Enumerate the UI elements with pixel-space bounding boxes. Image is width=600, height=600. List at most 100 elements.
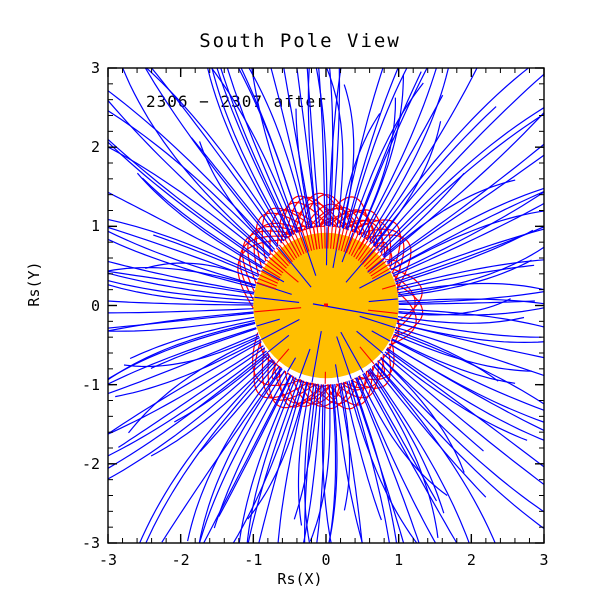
on-disk-segment <box>370 264 389 277</box>
open-field-line <box>383 353 544 486</box>
open-field-line <box>383 111 544 259</box>
on-disk-segment <box>260 319 300 341</box>
closed-loop <box>357 228 405 282</box>
open-field-line <box>248 68 308 230</box>
on-disk-segment <box>275 247 291 265</box>
open-field-line <box>328 68 342 227</box>
open-field-line <box>387 154 544 265</box>
open-field-line <box>199 141 274 252</box>
on-disk-segment <box>264 263 282 276</box>
open-field-line <box>397 264 535 291</box>
open-field-line <box>361 68 438 238</box>
on-disk-segment <box>330 226 333 249</box>
on-disk-segment <box>348 234 359 255</box>
closed-loop <box>293 192 350 235</box>
open-field-line <box>198 368 283 543</box>
open-field-line <box>309 384 331 542</box>
x-tick-label: -2 <box>171 551 190 569</box>
open-field-line <box>348 380 390 543</box>
open-field-line <box>108 267 256 287</box>
open-field-line <box>398 259 532 298</box>
on-disk-segment <box>277 246 312 288</box>
closed-loop <box>271 363 286 380</box>
open-field-line <box>341 68 384 229</box>
open-field-line <box>108 230 256 286</box>
open-field-line <box>108 284 254 304</box>
open-field-line <box>153 234 259 278</box>
y-tick-label: -1 <box>81 375 100 394</box>
open-field-line <box>108 90 276 250</box>
on-disk-segment <box>284 239 298 259</box>
on-disk-segment <box>343 230 352 253</box>
closed-loop <box>298 378 347 407</box>
on-disk-segment <box>258 274 279 284</box>
on-disk-segment <box>365 254 383 270</box>
open-field-line <box>326 68 344 228</box>
open-field-line <box>398 298 544 305</box>
open-field-line <box>283 68 313 228</box>
on-disk-segment <box>291 235 302 256</box>
on-disk-segment <box>340 331 364 373</box>
on-disk-segment <box>335 227 341 250</box>
open-field-line <box>108 350 267 457</box>
open-field-line <box>334 384 363 543</box>
closed-loop <box>319 221 337 228</box>
on-disk-segment <box>350 236 362 256</box>
open-field-line <box>398 298 511 316</box>
open-field-line <box>398 308 544 328</box>
open-field-line <box>358 74 404 236</box>
x-tick-label: 3 <box>539 551 549 569</box>
open-field-line <box>226 68 295 235</box>
open-field-line <box>338 383 363 543</box>
x-tick-label: -1 <box>244 551 263 569</box>
x-tick-label: -3 <box>98 551 118 569</box>
on-disk-segment <box>369 260 387 275</box>
closed-loop <box>343 354 384 389</box>
open-field-line <box>108 352 269 470</box>
on-disk-segment <box>367 257 385 272</box>
on-disk-segment <box>256 281 277 290</box>
on-disk-segment <box>359 346 375 365</box>
on-disk-segment <box>355 240 369 260</box>
open-field-line <box>198 370 286 543</box>
open-field-line <box>363 94 444 239</box>
on-disk-segment <box>301 230 310 252</box>
open-field-line <box>381 172 465 256</box>
open-field-line <box>397 318 542 338</box>
open-field-line <box>203 374 292 543</box>
open-field-line <box>161 367 282 543</box>
open-field-line <box>246 377 297 543</box>
open-field-line <box>379 113 544 253</box>
open-field-line <box>220 68 293 236</box>
open-field-line <box>108 300 254 306</box>
open-field-line <box>207 68 287 240</box>
open-field-line <box>354 68 428 234</box>
open-field-line <box>345 68 399 230</box>
on-disk-segment <box>298 231 307 253</box>
y-tick-label: 2 <box>90 138 100 157</box>
open-field-line <box>108 218 260 276</box>
open-field-line <box>302 384 322 543</box>
open-field-line <box>396 259 544 289</box>
open-field-line <box>389 343 544 432</box>
open-field-line <box>306 68 321 227</box>
open-field-line <box>355 377 420 543</box>
open-field-line <box>129 319 255 360</box>
on-disk-segment <box>268 256 286 271</box>
closed-loop <box>266 351 282 369</box>
on-disk-segment <box>312 227 318 250</box>
on-disk-segment <box>358 239 366 250</box>
y-tick-label: 1 <box>90 217 100 236</box>
on-disk-segment <box>336 336 352 380</box>
open-field-line <box>388 187 544 267</box>
open-field-line <box>318 68 326 227</box>
open-field-line <box>108 311 254 332</box>
open-field-line <box>346 381 418 543</box>
open-field-line <box>307 68 318 227</box>
closed-loop <box>352 222 370 241</box>
open-field-line <box>347 68 408 231</box>
open-field-line <box>108 322 256 380</box>
on-disk-segment <box>359 245 375 263</box>
x-axis-label: Rs(X) <box>277 570 323 588</box>
open-field-line <box>108 308 254 314</box>
